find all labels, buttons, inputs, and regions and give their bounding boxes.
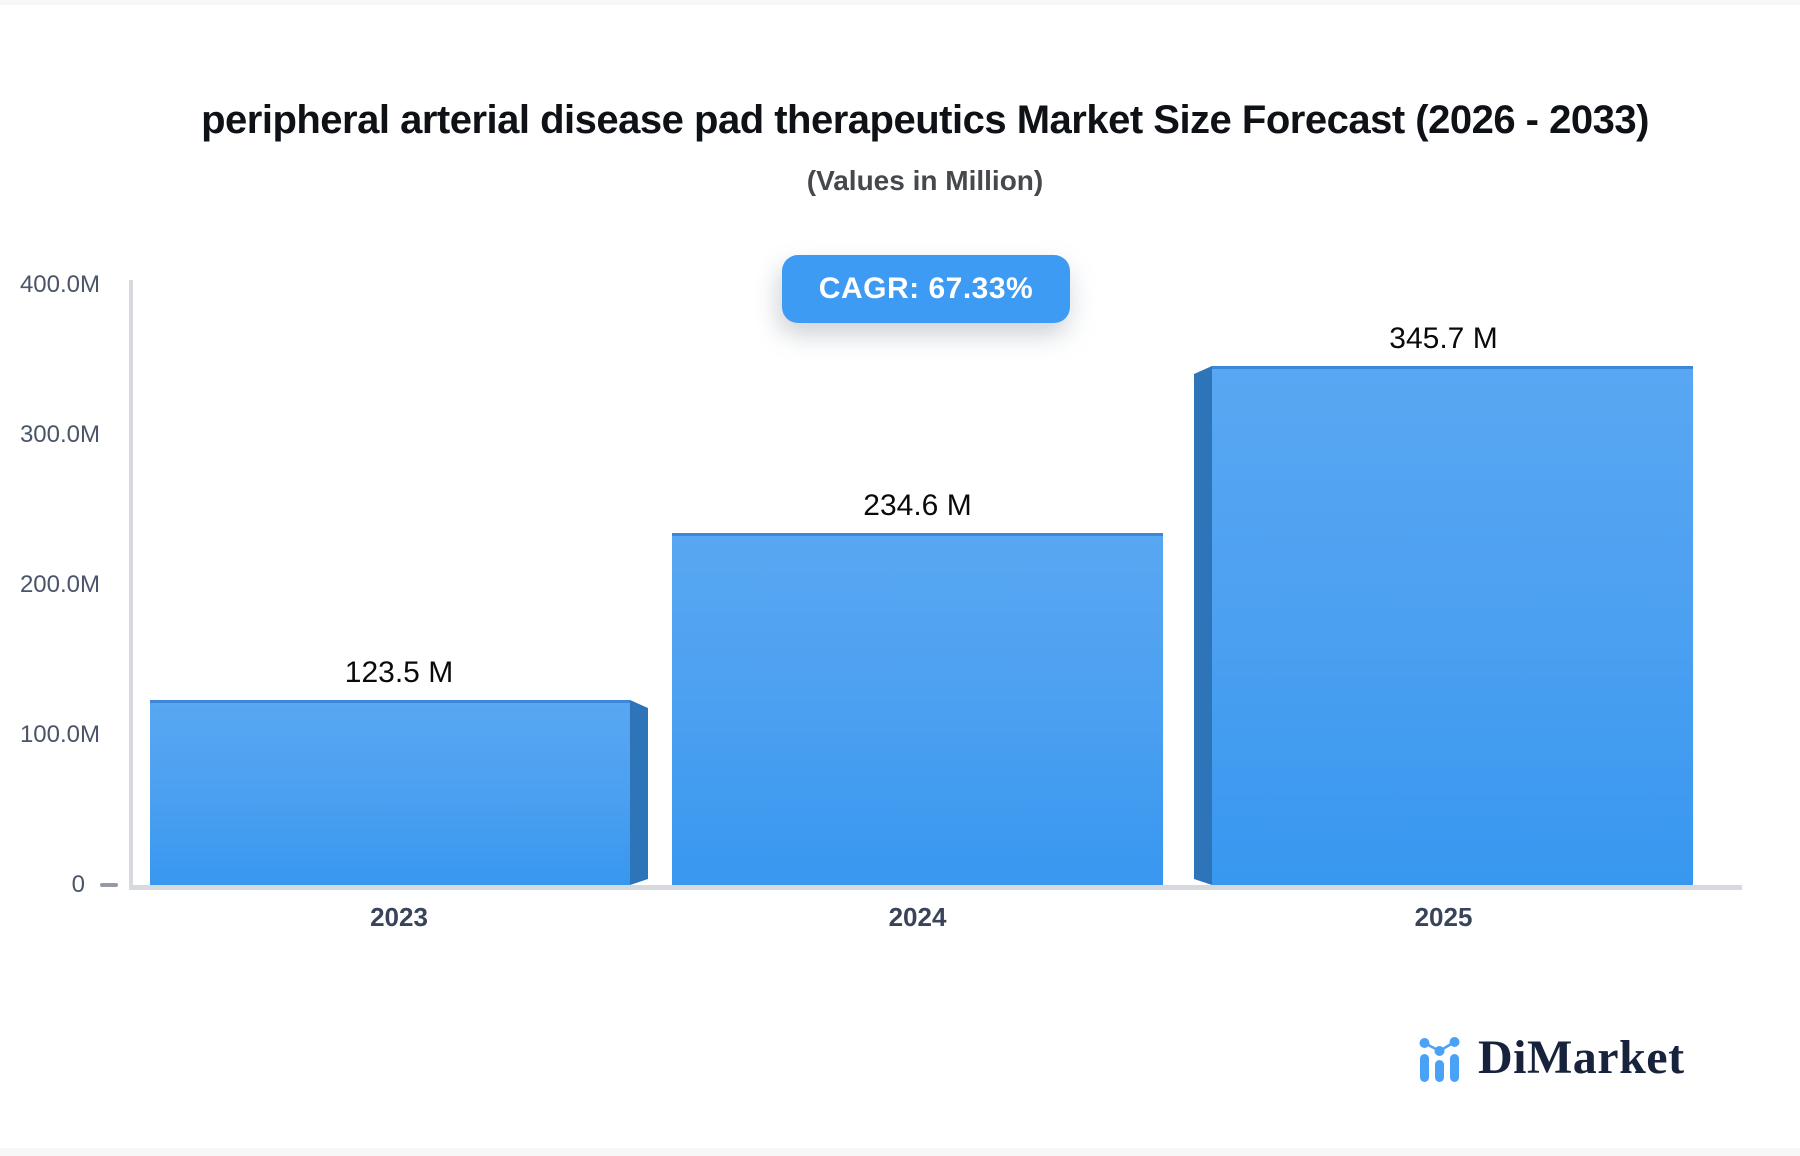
x-axis-category-label: 2025 bbox=[1414, 902, 1473, 932]
page-bottom-edge bbox=[0, 1148, 1800, 1156]
y-axis-line bbox=[129, 280, 133, 890]
x-axis-category-label: 2024 bbox=[888, 902, 947, 932]
brand-logo[interactable]: DiMarket bbox=[1418, 1030, 1685, 1085]
bar-value-label: 234.6 M bbox=[863, 489, 972, 522]
bar-side-face bbox=[1194, 366, 1212, 885]
chart-title: peripheral arterial disease pad therapeu… bbox=[201, 98, 1649, 142]
y-axis-tick-label: 300.0M bbox=[19, 421, 100, 448]
y-axis-tick-label: 0 bbox=[71, 871, 85, 898]
bar-value-label: 345.7 M bbox=[1389, 322, 1498, 355]
x-axis-line bbox=[129, 885, 1742, 890]
bar-chart-logo-icon bbox=[1419, 1036, 1460, 1082]
cagr-badge: CAGR: 67.33% bbox=[782, 255, 1070, 323]
y-axis-tick-label: 100.0M bbox=[19, 721, 100, 748]
chart-subtitle: (Values in Million) bbox=[806, 165, 1044, 196]
bar-value-label: 123.5 M bbox=[344, 656, 454, 689]
y-axis-tick-label: 200.0M bbox=[19, 571, 100, 598]
x-axis-category-label: 2023 bbox=[370, 902, 428, 932]
y-axis-tick-label: 400.0M bbox=[19, 271, 100, 298]
bar-2025[interactable] bbox=[1212, 366, 1693, 885]
brand-name: DiMarket bbox=[1478, 1031, 1685, 1084]
bar-2024[interactable] bbox=[672, 533, 1163, 885]
cagr-badge-label: CAGR: 67.33% bbox=[818, 272, 1034, 305]
bar-side-face bbox=[630, 700, 648, 885]
bar-2023[interactable] bbox=[150, 700, 630, 885]
page-top-edge bbox=[0, 0, 1800, 5]
zero-tick-mark bbox=[100, 883, 118, 887]
